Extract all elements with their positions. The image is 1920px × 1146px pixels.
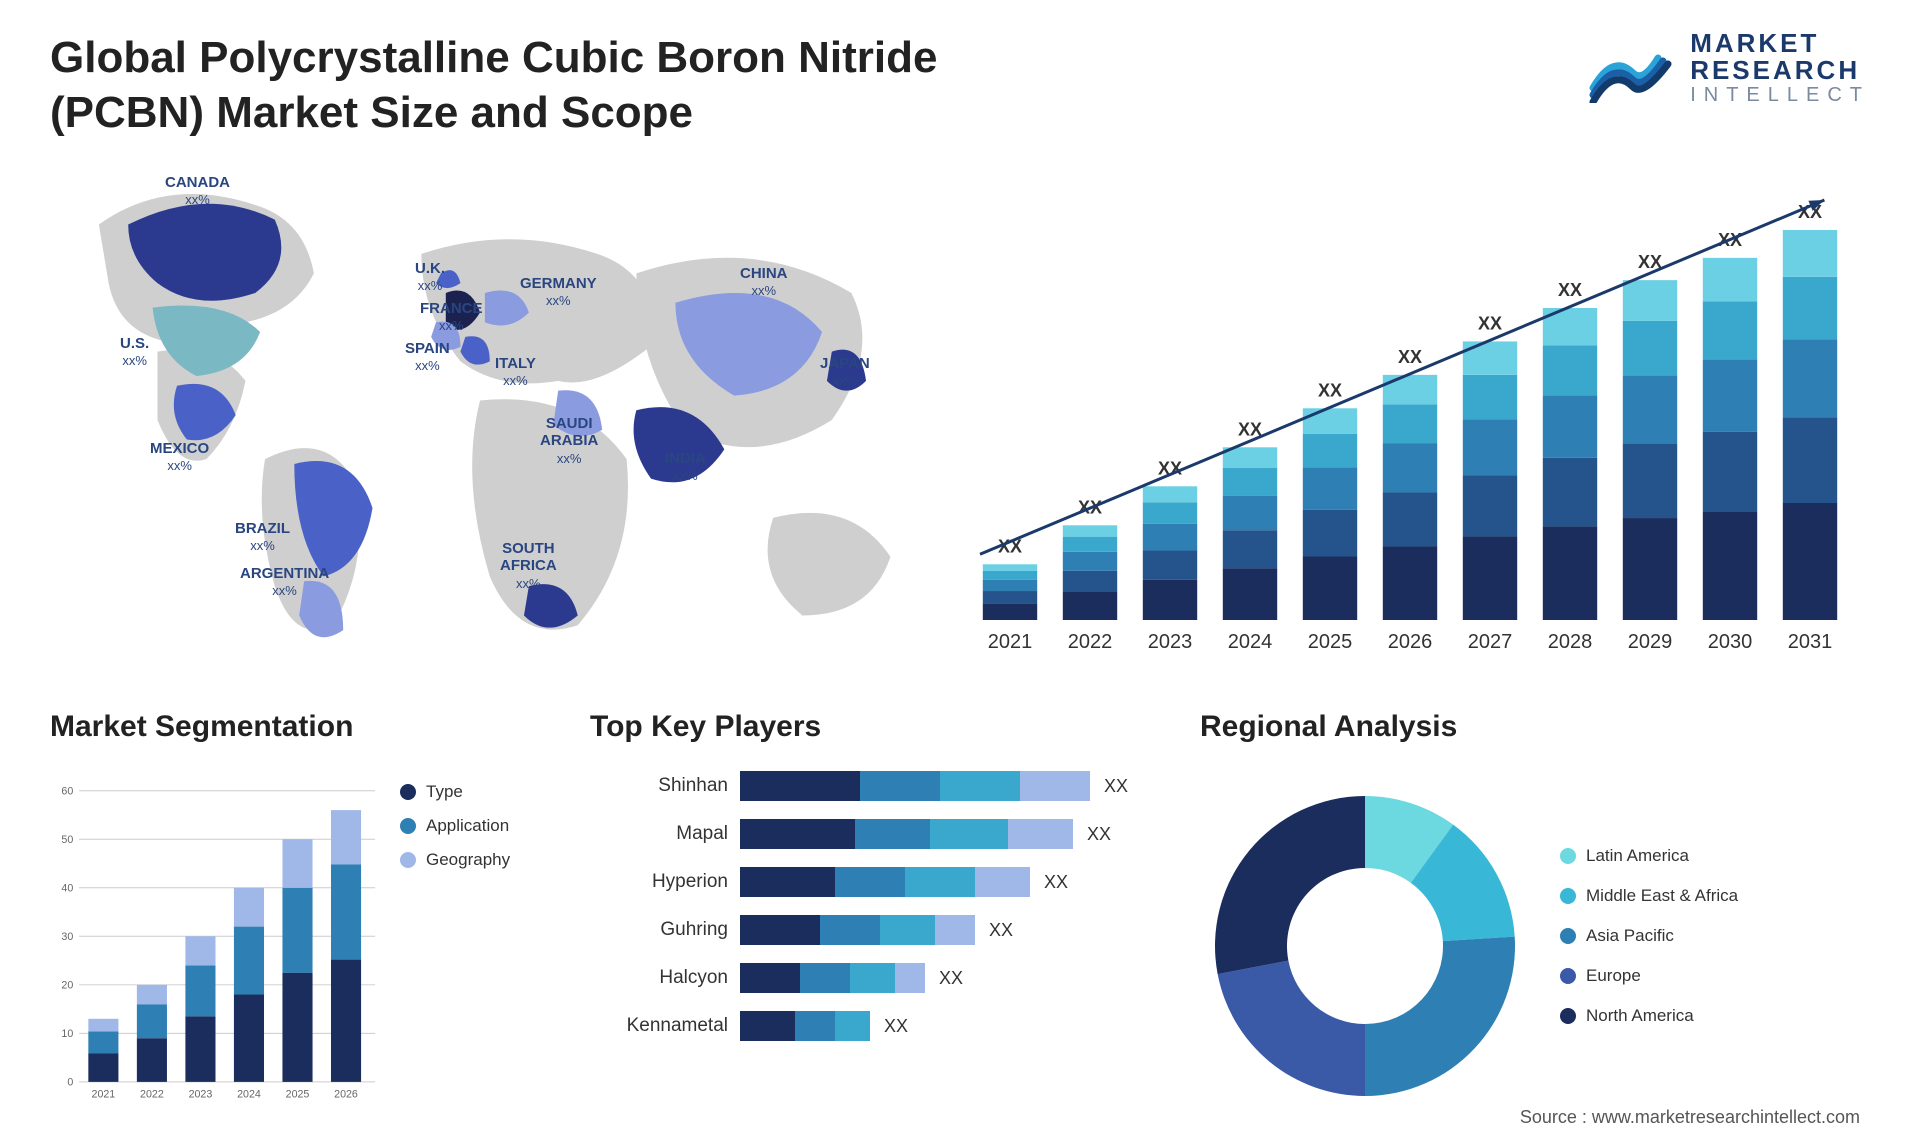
svg-text:10: 10 bbox=[61, 1028, 73, 1040]
legend-item: Geography bbox=[400, 850, 560, 870]
players-labels: ShinhanMapalHyperionGuhringHalcyonKennam… bbox=[590, 762, 740, 1050]
svg-text:2021: 2021 bbox=[92, 1088, 116, 1100]
legend-item: Type bbox=[400, 782, 560, 802]
top-row: CANADAxx% U.S.xx% MEXICOxx% BRAZILxx% ARGENT… bbox=[50, 160, 1870, 680]
svg-text:XX: XX bbox=[1318, 380, 1342, 400]
map-label: BRAZILxx% bbox=[235, 520, 290, 555]
player-label: Shinhan bbox=[590, 762, 728, 810]
player-label: Kennametal bbox=[590, 1002, 728, 1050]
player-bar-row: XX bbox=[740, 858, 1170, 906]
map-label: U.K.xx% bbox=[415, 260, 445, 295]
svg-text:30: 30 bbox=[61, 931, 73, 943]
svg-text:50: 50 bbox=[61, 834, 73, 846]
player-label: Guhring bbox=[590, 906, 728, 954]
svg-text:40: 40 bbox=[61, 883, 73, 895]
player-bar-row: XX bbox=[740, 1002, 1170, 1050]
logo-line2: RESEARCH bbox=[1690, 57, 1870, 84]
regional-panel: Regional Analysis Latin America Middle Ea… bbox=[1200, 710, 1870, 1130]
world-map: CANADAxx% U.S.xx% MEXICOxx% BRAZILxx% ARGENT… bbox=[50, 160, 910, 680]
svg-text:2029: 2029 bbox=[1628, 631, 1673, 653]
svg-text:60: 60 bbox=[61, 786, 73, 798]
player-bar-row: XX bbox=[740, 906, 1170, 954]
svg-text:2024: 2024 bbox=[237, 1088, 261, 1100]
map-label: SOUTHAFRICAxx% bbox=[500, 540, 557, 592]
map-label: FRANCExx% bbox=[420, 300, 483, 335]
player-bar-row: XX bbox=[740, 762, 1170, 810]
page-title: Global Polycrystalline Cubic Boron Nitri… bbox=[50, 30, 1100, 140]
legend-item: Application bbox=[400, 816, 560, 836]
source-attribution: Source : www.marketresearchintellect.com bbox=[1520, 1107, 1860, 1128]
map-label: ARGENTINAxx% bbox=[240, 565, 329, 600]
regional-donut bbox=[1200, 781, 1530, 1111]
svg-text:2021: 2021 bbox=[988, 631, 1033, 653]
player-label: Halcyon bbox=[590, 954, 728, 1002]
segmentation-chart: 0 10 20 30 40 50 60 2021 2022 2023 2024 2025 2026 bbox=[50, 762, 380, 1130]
logo-line3: INTELLECT bbox=[1690, 85, 1870, 106]
svg-text:2025: 2025 bbox=[1308, 631, 1353, 653]
player-value: XX bbox=[1044, 872, 1068, 893]
svg-text:2023: 2023 bbox=[1148, 631, 1193, 653]
map-label: CANADAxx% bbox=[165, 174, 230, 209]
svg-text:2026: 2026 bbox=[334, 1088, 358, 1100]
svg-text:2025: 2025 bbox=[286, 1088, 310, 1100]
map-label: GERMANYxx% bbox=[520, 275, 597, 310]
svg-text:XX: XX bbox=[1558, 280, 1582, 300]
svg-text:20: 20 bbox=[61, 980, 73, 992]
svg-text:2030: 2030 bbox=[1708, 631, 1753, 653]
legend-item: Europe bbox=[1560, 966, 1738, 986]
header: Global Polycrystalline Cubic Boron Nitri… bbox=[50, 30, 1870, 140]
map-label: CHINAxx% bbox=[740, 265, 788, 300]
player-label: Hyperion bbox=[590, 858, 728, 906]
regional-legend: Latin America Middle East & Africa Asia Pa… bbox=[1560, 846, 1738, 1046]
svg-text:2027: 2027 bbox=[1468, 631, 1513, 653]
bottom-row: Market Segmentation 0 10 20 30 40 50 60 2021 202… bbox=[50, 710, 1870, 1130]
legend-item: Middle East & Africa bbox=[1560, 886, 1738, 906]
segmentation-title: Market Segmentation bbox=[50, 710, 560, 744]
map-label: SAUDIARABIAxx% bbox=[540, 415, 598, 467]
player-value: XX bbox=[884, 1016, 908, 1037]
svg-text:2026: 2026 bbox=[1388, 631, 1433, 653]
map-label: ITALYxx% bbox=[495, 355, 536, 390]
map-label: U.S.xx% bbox=[120, 335, 149, 370]
map-label: SPAINxx% bbox=[405, 340, 450, 375]
svg-text:2023: 2023 bbox=[189, 1088, 213, 1100]
legend-item: North America bbox=[1560, 1006, 1738, 1026]
svg-text:2022: 2022 bbox=[140, 1088, 164, 1100]
map-label: JAPANxx% bbox=[820, 355, 870, 390]
player-bar-row: XX bbox=[740, 954, 1170, 1002]
players-bars: XX XX XX XX XX XX bbox=[740, 762, 1170, 1050]
key-players-title: Top Key Players bbox=[590, 710, 1170, 744]
svg-text:2024: 2024 bbox=[1228, 631, 1273, 653]
player-value: XX bbox=[1104, 776, 1128, 797]
main-growth-chart: XX2021XX2022XX2023XX2024XX2025XX2026XX20… bbox=[950, 160, 1870, 680]
player-value: XX bbox=[989, 920, 1013, 941]
segmentation-panel: Market Segmentation 0 10 20 30 40 50 60 2021 202… bbox=[50, 710, 560, 1130]
map-label: INDIAxx% bbox=[665, 450, 706, 485]
svg-text:2031: 2031 bbox=[1788, 631, 1833, 653]
legend-item: Latin America bbox=[1560, 846, 1738, 866]
svg-text:2028: 2028 bbox=[1548, 631, 1593, 653]
svg-text:2022: 2022 bbox=[1068, 631, 1113, 653]
segmentation-legend: Type Application Geography bbox=[400, 762, 560, 1130]
svg-text:0: 0 bbox=[67, 1077, 73, 1089]
legend-item: Asia Pacific bbox=[1560, 926, 1738, 946]
player-value: XX bbox=[939, 968, 963, 989]
regional-title: Regional Analysis bbox=[1200, 710, 1870, 744]
player-label: Mapal bbox=[590, 810, 728, 858]
player-value: XX bbox=[1087, 824, 1111, 845]
player-bar-row: XX bbox=[740, 810, 1170, 858]
brand-logo: MARKET RESEARCH INTELLECT bbox=[1588, 30, 1870, 106]
logo-icon bbox=[1588, 33, 1678, 103]
svg-text:XX: XX bbox=[1478, 313, 1502, 333]
key-players-panel: Top Key Players ShinhanMapalHyperionGuhr… bbox=[590, 710, 1170, 1130]
logo-line1: MARKET bbox=[1690, 30, 1870, 57]
world-map-svg bbox=[50, 160, 910, 680]
svg-text:XX: XX bbox=[1398, 347, 1422, 367]
map-label: MEXICOxx% bbox=[150, 440, 209, 475]
